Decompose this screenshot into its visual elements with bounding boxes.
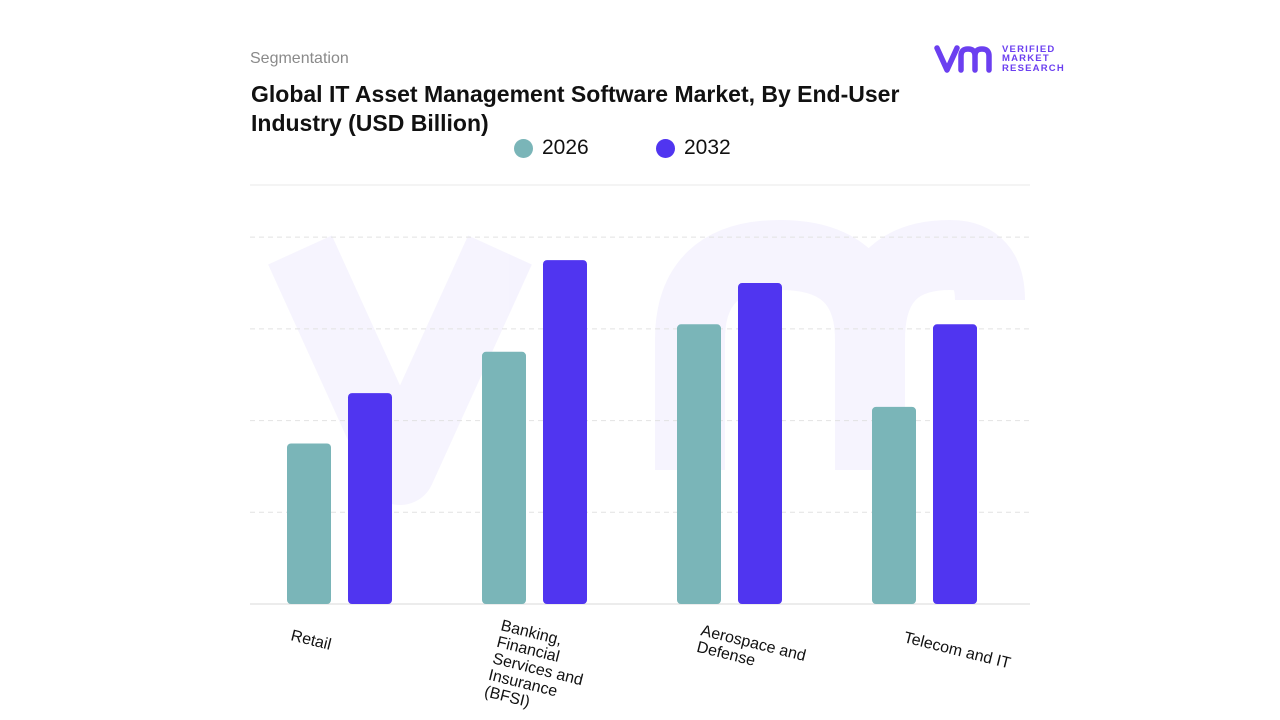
- legend-label-2026: 2026: [542, 136, 589, 159]
- bar-2032-2: [738, 283, 782, 604]
- vmr-logo-icon: [934, 45, 992, 73]
- vmr-watermark: [268, 219, 1025, 505]
- legend-swatch-2032: [656, 138, 675, 158]
- legend-item-2032: 2032: [656, 136, 731, 160]
- x-tick-label: Banking,FinancialServices andInsurance(B…: [483, 617, 593, 720]
- bar-2026-1: [482, 351, 526, 604]
- bar-2026-3: [872, 406, 916, 604]
- bar-2032-3: [933, 324, 977, 604]
- brand-logo: VERIFIED MARKET RESEARCH: [934, 44, 1065, 74]
- logo-wordmark: VERIFIED MARKET RESEARCH: [1002, 45, 1065, 74]
- logo-line: VERIFIED: [1002, 43, 1056, 55]
- chart-legend: 2026 2032: [0, 136, 1280, 160]
- legend-item-2026: 2026: [514, 136, 589, 160]
- x-tick-label: Retail: [289, 627, 333, 653]
- legend-swatch-2026: [514, 138, 533, 158]
- logo-line: MARKET: [1002, 53, 1050, 65]
- x-tick-label: Telecom and IT: [902, 629, 1012, 672]
- x-tick-label-line: Telecom and IT: [902, 629, 1012, 672]
- bar-2026-2: [677, 324, 721, 604]
- logo-line: RESEARCH: [1002, 62, 1065, 74]
- bar-2032-1: [543, 260, 587, 604]
- legend-label-2032: 2032: [684, 136, 731, 159]
- section-kicker: Segmentation: [250, 50, 349, 67]
- bar-2032-0: [348, 393, 392, 604]
- bars: [287, 260, 977, 604]
- x-tick-label-line: Retail: [289, 627, 333, 653]
- x-tick-label: Aerospace andDefense: [695, 622, 808, 681]
- x-axis-labels: Retail Banking,FinancialServices andInsur…: [289, 617, 1012, 720]
- chart-title: Global IT Asset Management Software Mark…: [251, 81, 900, 136]
- bar-2026-0: [287, 443, 331, 604]
